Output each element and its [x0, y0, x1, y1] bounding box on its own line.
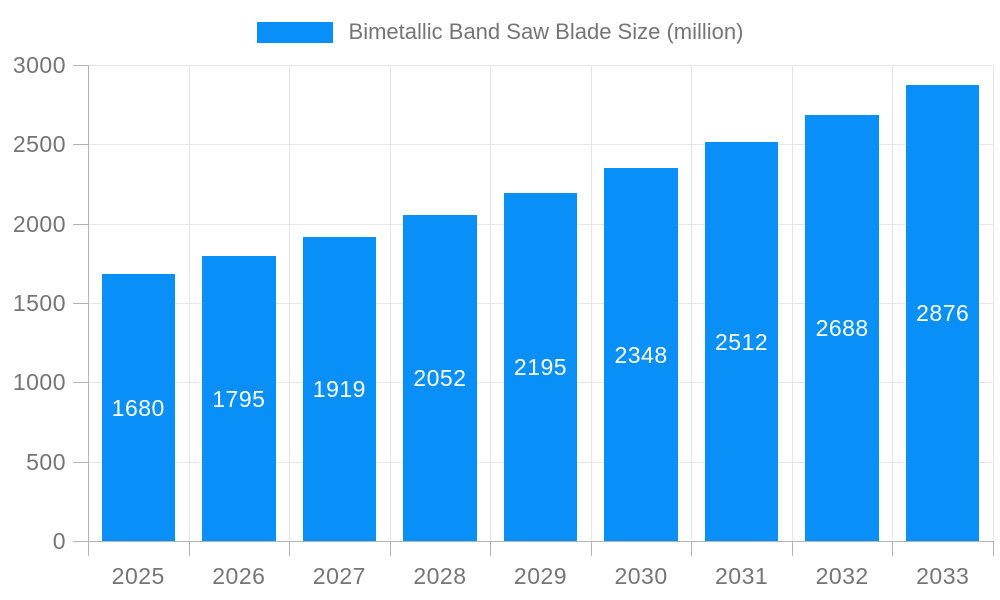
- x-axis-tick-label: 2030: [614, 563, 668, 589]
- y-axis-line: [88, 65, 89, 556]
- y-gridline: [88, 144, 993, 146]
- y-axis-tick-label: 500: [26, 448, 66, 475]
- x-axis-tick: [791, 541, 793, 556]
- x-gridline: [188, 65, 190, 541]
- x-axis-tick: [389, 541, 391, 556]
- y-axis-tick: [73, 461, 88, 463]
- x-gridline: [389, 65, 391, 541]
- y-axis-tick-label: 1500: [12, 290, 66, 316]
- x-axis-tick: [289, 541, 291, 556]
- x-gridline: [993, 65, 994, 541]
- chart-legend[interactable]: Bimetallic Band Saw Blade Size (million): [0, 19, 1000, 45]
- y-axis-tick: [73, 144, 88, 146]
- y-axis-tick: [73, 303, 88, 304]
- x-gridline: [691, 65, 693, 541]
- x-gridline: [289, 65, 291, 541]
- bar-2029[interactable]: [503, 192, 578, 541]
- y-axis-tick-label: 1000: [12, 369, 66, 396]
- x-axis-tick-label: 2026: [212, 563, 266, 589]
- y-gridline: [88, 65, 993, 66]
- bar-2030[interactable]: [604, 168, 678, 541]
- y-axis-tick: [73, 65, 88, 66]
- x-axis-line: [88, 541, 993, 542]
- bar-2026[interactable]: [202, 256, 276, 541]
- x-axis-tick-label: 2028: [413, 563, 467, 589]
- bar-2028[interactable]: [403, 215, 477, 541]
- x-gridline: [490, 65, 492, 541]
- bar-2027[interactable]: [302, 236, 377, 541]
- y-axis-tick-label: 2500: [12, 131, 66, 158]
- x-axis-tick-label: 2029: [513, 563, 568, 589]
- y-axis-tick: [73, 382, 88, 384]
- x-axis-tick: [691, 541, 693, 556]
- x-axis-tick-label: 2033: [916, 563, 970, 589]
- x-axis-tick-label: 2031: [715, 563, 769, 589]
- y-axis-tick: [73, 223, 88, 225]
- bar-2025[interactable]: [101, 274, 175, 541]
- x-axis-tick-label: 2032: [815, 563, 869, 589]
- x-axis-tick-label: 2027: [312, 563, 366, 589]
- x-gridline: [590, 65, 592, 541]
- x-axis-tick: [490, 541, 492, 556]
- y-axis-tick-label: 3000: [12, 52, 66, 78]
- x-axis-tick: [892, 541, 894, 556]
- bar-2031[interactable]: [704, 142, 779, 541]
- x-axis-tick: [188, 541, 190, 556]
- y-axis-tick: [73, 541, 88, 542]
- y-axis-tick-label: 2000: [12, 210, 66, 237]
- x-gridline: [892, 65, 894, 541]
- x-axis-tick: [590, 541, 592, 556]
- x-axis-tick: [993, 541, 994, 556]
- bar-2033[interactable]: [906, 84, 980, 541]
- x-gridline: [791, 65, 793, 541]
- y-axis-tick-label: 0: [52, 528, 66, 554]
- legend-label: Bimetallic Band Saw Blade Size (million): [348, 19, 744, 44]
- x-axis-tick-label: 2025: [111, 563, 165, 589]
- legend-swatch-icon: [256, 21, 333, 43]
- bar-2032[interactable]: [805, 114, 879, 541]
